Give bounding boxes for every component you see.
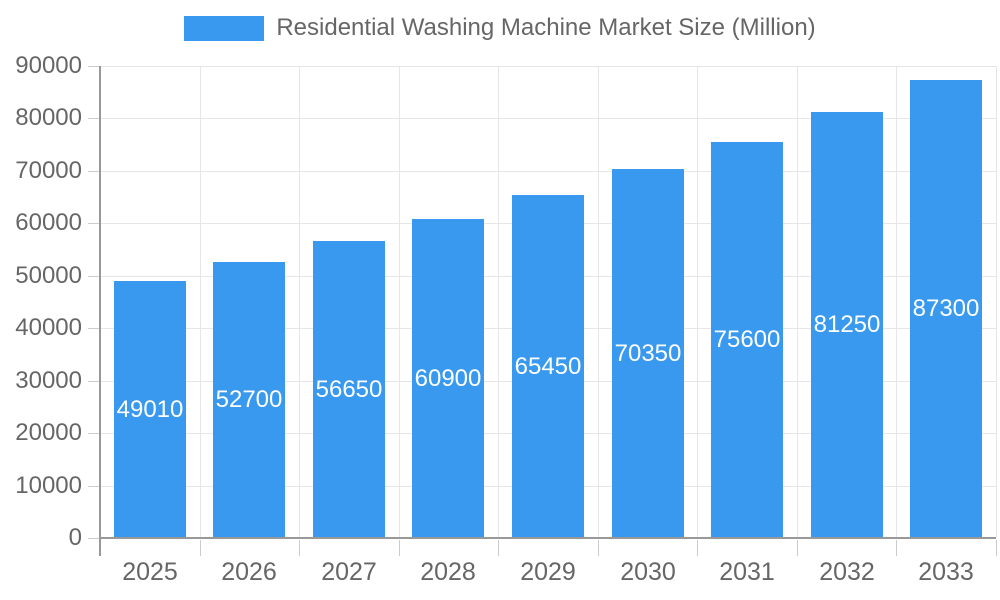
bar-2026[interactable] [213,262,285,537]
bar-2032[interactable] [811,112,883,537]
bar-2029[interactable] [512,195,584,537]
x-tick-mark [697,540,698,556]
y-axis-tick-label: 0 [68,524,82,551]
bar-2028[interactable] [412,219,484,537]
bar-2030[interactable] [612,169,684,537]
x-tick-mark [896,540,897,556]
x-tick-mark [299,540,300,556]
y-gridline [100,118,996,119]
y-tick-mark [88,118,100,119]
y-axis-tick-label: 60000 [15,209,82,236]
bar-2025[interactable] [114,281,186,537]
y-tick-mark [88,381,100,382]
x-gridline [598,66,599,538]
bar-value-label: 60900 [414,365,482,392]
bar-value-label: 52700 [215,386,283,413]
y-tick-mark [88,328,100,329]
x-gridline [797,66,798,538]
x-gridline [896,66,897,538]
bar-value-label: 65450 [514,353,582,380]
x-axis-tick-label: 2032 [819,558,875,586]
y-tick-mark [88,66,100,67]
y-gridline [100,66,996,67]
x-axis-tick-label: 2025 [122,558,178,586]
y-tick-mark [88,276,100,277]
bar-value-label: 75600 [713,326,781,353]
x-gridline [996,66,997,538]
bar-2031[interactable] [711,142,783,537]
bar-2033[interactable] [910,80,982,537]
y-tick-mark [88,171,100,172]
y-axis-tick-label: 50000 [15,262,82,289]
x-axis-tick-label: 2033 [918,558,974,586]
x-gridline [498,66,499,538]
x-gridline [697,66,698,538]
x-tick-mark [498,540,499,556]
x-tick-mark [797,540,798,556]
y-axis-tick-label: 40000 [15,314,82,341]
x-axis-tick-label: 2030 [620,558,676,586]
x-gridline [299,66,300,538]
y-axis-tick-label: 90000 [15,52,82,79]
x-gridline [399,66,400,538]
y-tick-mark [88,538,100,539]
y-tick-mark [88,223,100,224]
bar-value-label: 87300 [912,295,980,322]
x-axis-tick-label: 2029 [520,558,576,586]
x-axis-tick-label: 2027 [321,558,377,586]
x-tick-mark [598,540,599,556]
bar-2027[interactable] [313,241,385,537]
y-axis-tick-label: 30000 [15,367,82,394]
x-axis-tick-label: 2026 [221,558,277,586]
bar-value-label: 49010 [116,396,184,423]
y-gridline [100,171,996,172]
x-gridline [200,66,201,538]
y-axis-tick-label: 70000 [15,157,82,184]
legend-label: Residential Washing Machine Market Size … [276,14,816,41]
x-tick-mark [399,540,400,556]
y-axis-tick-label: 80000 [15,104,82,131]
x-axis-tick-label: 2028 [420,558,476,586]
x-tick-mark [200,540,201,556]
legend-swatch [184,15,265,41]
y-axis-line [99,66,101,556]
y-tick-mark [88,486,100,487]
bar-value-label: 70350 [614,340,682,367]
x-tick-mark [996,540,997,556]
bar-value-label: 81250 [813,311,881,338]
bar-value-label: 56650 [315,376,383,403]
x-axis-line [100,537,996,539]
y-axis-tick-label: 20000 [15,419,82,446]
y-tick-mark [88,433,100,434]
x-axis-tick-label: 2031 [719,558,775,586]
y-axis-tick-label: 10000 [15,472,82,499]
legend-item[interactable]: Residential Washing Machine Market Size … [0,14,1000,42]
